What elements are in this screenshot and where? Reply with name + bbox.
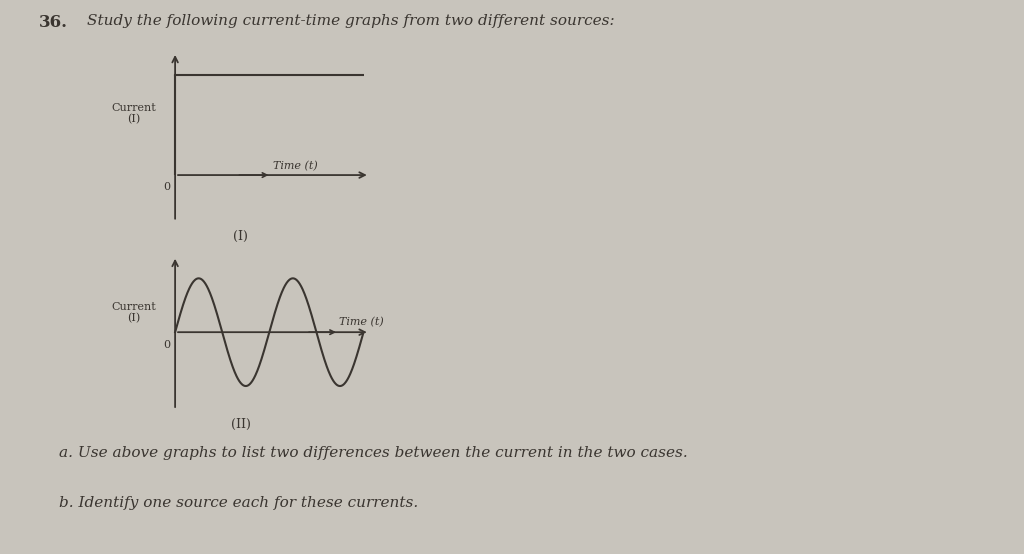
Text: 0: 0 xyxy=(164,182,170,192)
Text: 36.: 36. xyxy=(39,14,68,31)
Text: Current
(I): Current (I) xyxy=(112,302,157,324)
Text: Current
(I): Current (I) xyxy=(112,102,157,125)
Text: (II): (II) xyxy=(230,418,251,431)
Text: a. Use above graphs to list two differences between the current in the two cases: a. Use above graphs to list two differen… xyxy=(59,446,688,460)
Text: Time (t): Time (t) xyxy=(273,161,318,172)
Text: 0: 0 xyxy=(164,340,170,350)
Text: Time (t): Time (t) xyxy=(339,317,384,327)
Text: Study the following current-time graphs from two different sources:: Study the following current-time graphs … xyxy=(87,14,614,28)
Text: (I): (I) xyxy=(233,230,248,243)
Text: b. Identify one source each for these currents.: b. Identify one source each for these cu… xyxy=(59,496,419,510)
